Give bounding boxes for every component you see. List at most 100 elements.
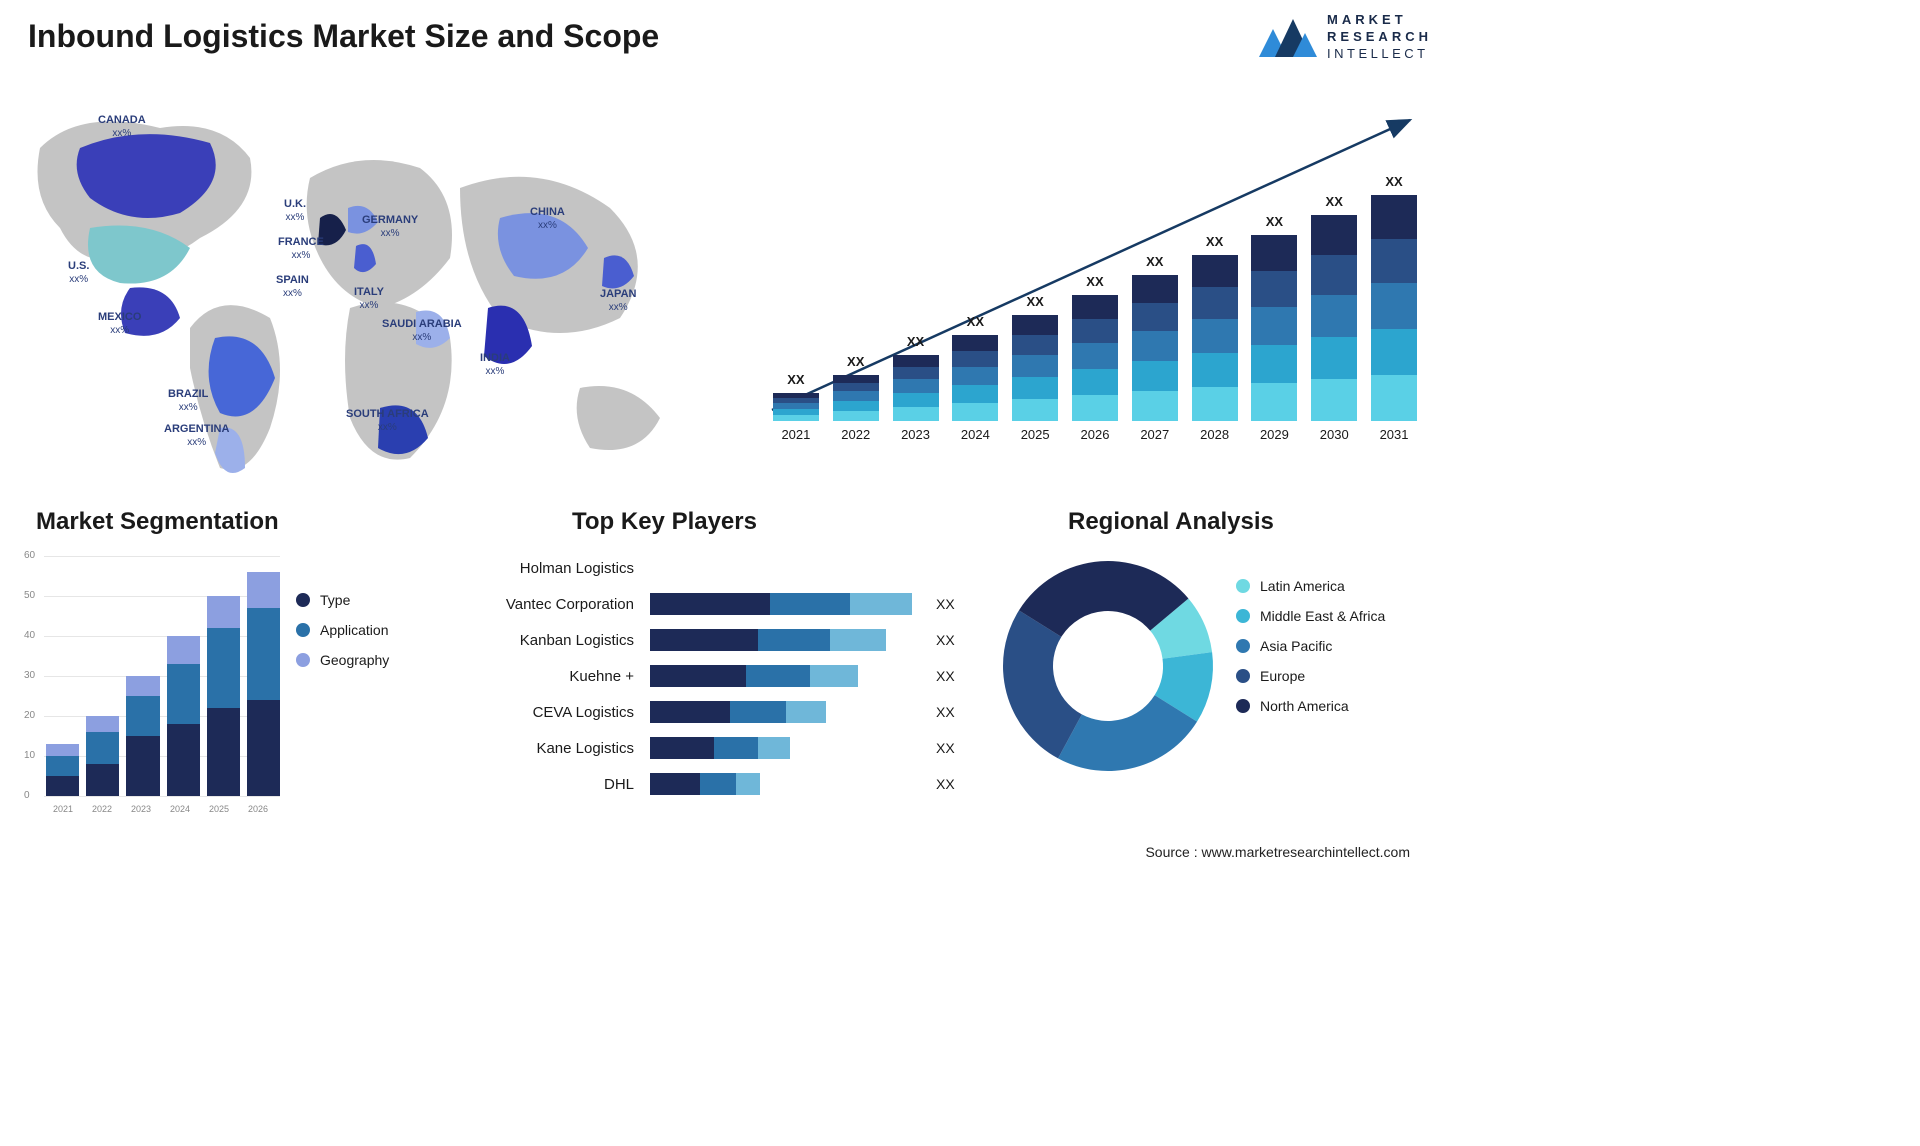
growth-value-label: XX xyxy=(967,314,984,329)
map-label: CHINAxx% xyxy=(530,206,565,231)
growth-year-label: 2021 xyxy=(781,427,810,442)
growth-bar: XX 2031 xyxy=(1368,174,1420,442)
seg-bar xyxy=(46,744,79,796)
page-title: Inbound Logistics Market Size and Scope xyxy=(28,18,659,55)
growth-value-label: XX xyxy=(1026,294,1043,309)
player-value-label: XX xyxy=(936,704,970,720)
seg-year-label: 2023 xyxy=(124,804,158,814)
map-label: ARGENTINAxx% xyxy=(164,423,229,448)
map-label: JAPANxx% xyxy=(600,288,636,313)
seg-chart: 0 10 20 30 40 50 60 2021 2022 2023 2024 2025 2026 xyxy=(20,548,280,818)
seg-bar xyxy=(247,572,280,796)
map-label: FRANCExx% xyxy=(278,236,324,261)
logo-text: MARKET RESEARCH INTELLECT xyxy=(1327,12,1432,63)
growth-bar: XX2024 xyxy=(949,314,1001,442)
legend-item: Geography xyxy=(296,652,389,668)
growth-value-label: XX xyxy=(847,354,864,369)
player-value-label: XX xyxy=(936,632,970,648)
growth-value-label: XX xyxy=(787,372,804,387)
player-value-label: XX xyxy=(936,668,970,684)
world-map: CANADAxx% U.S.xx% MEXICOxx% BRAZILxx% ARGENT… xyxy=(20,88,700,488)
seg-ytick: 30 xyxy=(24,670,35,681)
player-name: Kuehne + xyxy=(470,668,640,685)
growth-bar: XX 2026 xyxy=(1069,274,1121,442)
player-row: Vantec Corporation XX xyxy=(470,586,970,622)
growth-value-label: XX xyxy=(1326,194,1343,209)
legend-item: North America xyxy=(1236,698,1385,714)
growth-bar: XX 2021 xyxy=(770,372,822,442)
players-header: Top Key Players xyxy=(572,508,757,536)
growth-year-label: 2027 xyxy=(1140,427,1169,442)
seg-year-label: 2024 xyxy=(163,804,197,814)
seg-bar xyxy=(207,596,240,796)
map-label: SAUDI ARABIAxx% xyxy=(382,318,462,343)
map-label: U.K.xx% xyxy=(284,198,306,223)
player-value-label: XX xyxy=(936,776,970,792)
player-row: Kane Logistics XX xyxy=(470,730,970,766)
growth-value-label: XX xyxy=(1086,274,1103,289)
legend-item: Europe xyxy=(1236,668,1385,684)
legend-item: Application xyxy=(296,622,389,638)
regional-donut xyxy=(998,556,1218,776)
growth-value-label: XX xyxy=(1385,174,1402,189)
growth-bar: XX 2023 xyxy=(890,334,942,442)
player-name: Kanban Logistics xyxy=(470,632,640,649)
growth-year-label: 2030 xyxy=(1320,427,1349,442)
growth-bar: XX 2030 xyxy=(1308,194,1360,442)
map-label: ITALYxx% xyxy=(354,286,384,311)
seg-year-label: 2025 xyxy=(202,804,236,814)
growth-value-label: XX xyxy=(1146,254,1163,269)
regional-legend: Latin America Middle East & Africa Asia Pa… xyxy=(1236,564,1385,728)
map-label: CANADAxx% xyxy=(98,114,146,139)
legend-item: Type xyxy=(296,592,389,608)
seg-year-label: 2026 xyxy=(241,804,275,814)
player-name: CEVA Logistics xyxy=(470,704,640,721)
growth-year-label: 2031 xyxy=(1380,427,1409,442)
seg-year-label: 2022 xyxy=(85,804,119,814)
map-label: SOUTH AFRICAxx% xyxy=(346,408,429,433)
map-label: SPAINxx% xyxy=(276,274,309,299)
seg-year-label: 2021 xyxy=(46,804,80,814)
seg-ytick: 60 xyxy=(24,550,35,561)
map-label: GERMANYxx% xyxy=(362,214,418,239)
seg-bar xyxy=(167,636,200,796)
growth-bar: XX2029 xyxy=(1249,214,1301,442)
seg-ytick: 50 xyxy=(24,590,35,601)
donut-segment xyxy=(1003,610,1082,758)
growth-value-label: XX xyxy=(1206,234,1223,249)
player-row: DHL XX xyxy=(470,766,970,802)
legend-item: Asia Pacific xyxy=(1236,638,1385,654)
growth-year-label: 2028 xyxy=(1200,427,1229,442)
growth-bar: XX 2025 xyxy=(1009,294,1061,442)
logo: MARKET RESEARCH INTELLECT xyxy=(1259,12,1432,63)
player-name: Vantec Corporation xyxy=(470,596,640,613)
growth-bar: XX 2028 xyxy=(1189,234,1241,442)
seg-ytick: 20 xyxy=(24,710,35,721)
player-name: Kane Logistics xyxy=(470,740,640,757)
growth-year-label: 2029 xyxy=(1260,427,1289,442)
growth-year-label: 2026 xyxy=(1081,427,1110,442)
growth-year-label: 2023 xyxy=(901,427,930,442)
growth-year-label: 2022 xyxy=(841,427,870,442)
map-label: U.S.xx% xyxy=(68,260,89,285)
seg-ytick: 10 xyxy=(24,750,35,761)
player-name: DHL xyxy=(470,776,640,793)
growth-value-label: XX xyxy=(907,334,924,349)
growth-bar: XX 2027 xyxy=(1129,254,1181,442)
player-value-label: XX xyxy=(936,596,970,612)
player-name: Holman Logistics xyxy=(470,560,640,577)
seg-ytick: 40 xyxy=(24,630,35,641)
source-text: Source : www.marketresearchintellect.com xyxy=(1145,844,1410,860)
seg-ytick: 0 xyxy=(24,790,30,801)
player-value-label: XX xyxy=(936,740,970,756)
growth-chart: XX2021XX2022XX2023XX2024XX2025XX2026XX20… xyxy=(770,90,1420,470)
regional-header: Regional Analysis xyxy=(1068,508,1274,536)
legend-item: Middle East & Africa xyxy=(1236,608,1385,624)
seg-bar xyxy=(126,676,159,796)
legend-item: Latin America xyxy=(1236,578,1385,594)
map-label: BRAZILxx% xyxy=(168,388,208,413)
growth-year-label: 2025 xyxy=(1021,427,1050,442)
map-label: MEXICOxx% xyxy=(98,311,141,336)
seg-bar xyxy=(86,716,119,796)
player-row: CEVA Logistics XX xyxy=(470,694,970,730)
